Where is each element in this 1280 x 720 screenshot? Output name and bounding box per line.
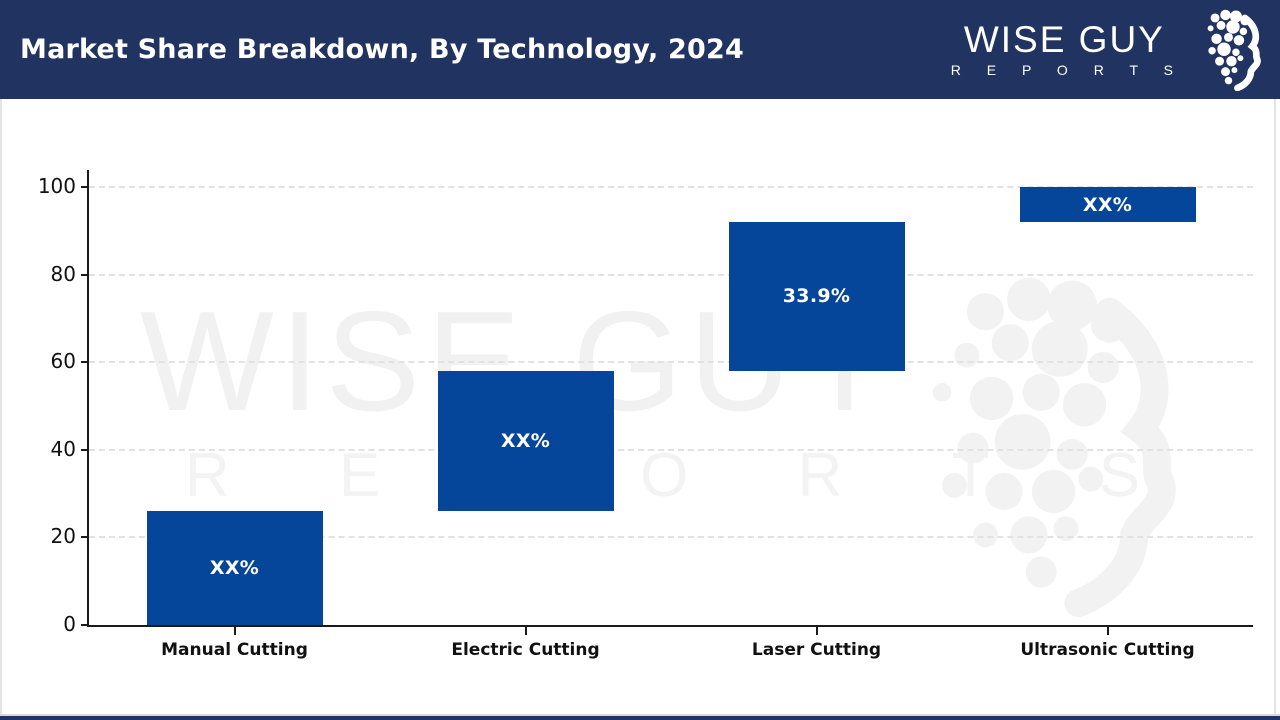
y-tick-60	[81, 361, 89, 364]
header-bar: Market Share Breakdown, By Technology, 2…	[0, 0, 1280, 99]
category-label-2: Laser Cutting	[751, 640, 882, 660]
x-axis-line	[87, 625, 1253, 627]
y-tick-label-60: 60	[50, 349, 76, 374]
gridline-100	[89, 186, 1253, 188]
bar-value-label: XX%	[209, 556, 260, 579]
y-tick-0	[81, 624, 89, 626]
y-tick-100	[81, 186, 89, 188]
bar-manual-cutting: XX%	[146, 510, 323, 625]
x-tick-1	[524, 627, 527, 635]
x-tick-2	[815, 627, 818, 635]
watermark-head-icon	[932, 277, 1176, 618]
bar-laser-cutting: 33.9%	[728, 222, 905, 371]
dotted-head-icon	[1207, 9, 1261, 91]
bottom-edge-line	[0, 714, 1280, 716]
logo-text: WISE GUY R E P O R T S	[945, 21, 1184, 78]
page-title: Market Share Breakdown, By Technology, 2…	[20, 34, 745, 65]
y-tick-label-20: 20	[50, 524, 76, 549]
y-tick-40	[81, 448, 89, 451]
gridline-40	[89, 448, 1253, 451]
y-tick-label-80: 80	[50, 261, 76, 286]
x-tick-0	[233, 627, 236, 635]
category-label-3: Ultrasonic Cutting	[1020, 640, 1195, 660]
gridline-20	[89, 536, 1253, 539]
bar-value-label: XX%	[500, 429, 551, 452]
right-edge-line	[1274, 99, 1276, 715]
gridline-80	[89, 273, 1253, 276]
logo-subtitle: R E P O R T S	[950, 62, 1184, 78]
bar-value-label: XX%	[1082, 193, 1133, 216]
left-edge-line	[0, 99, 2, 715]
footer-bar	[0, 716, 1280, 720]
y-axis-line	[87, 170, 89, 627]
wise-guy-logo: WISE GUY R E P O R T S	[945, 9, 1280, 91]
category-label-0: Manual Cutting	[161, 640, 308, 660]
logo-wordmark: WISE GUY	[963, 19, 1165, 60]
y-tick-80	[81, 273, 89, 276]
bar-electric-cutting: XX%	[437, 370, 614, 511]
y-tick-label-40: 40	[50, 436, 76, 461]
bar-ultrasonic-cutting: XX%	[1019, 187, 1196, 223]
category-label-1: Electric Cutting	[451, 640, 600, 660]
x-tick-3	[1106, 627, 1109, 635]
bar-value-label: 33.9%	[782, 285, 851, 308]
gridline-60	[89, 361, 1253, 364]
y-tick-label-0: 0	[63, 612, 76, 636]
y-tick-20	[81, 536, 89, 539]
y-tick-label-100: 100	[37, 174, 76, 198]
